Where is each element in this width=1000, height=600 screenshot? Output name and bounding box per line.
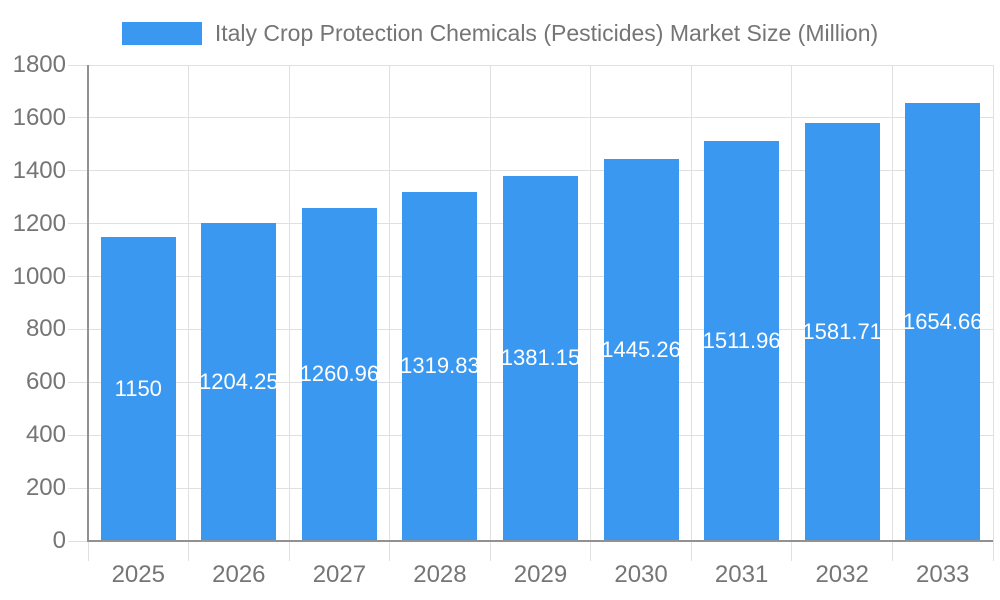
bar-value-label-2025: 1150: [114, 375, 162, 401]
bar-2029: 1381.15: [503, 175, 578, 541]
y-tick-800: [68, 328, 88, 330]
x-axis-label-2033: 2033: [916, 561, 970, 588]
gridline-y-1800: [88, 64, 993, 66]
gridline-x-2: [288, 65, 290, 541]
x-tick-6: [690, 541, 692, 561]
x-axis-label-2031: 2031: [714, 561, 769, 588]
bar-value-label-2033: 1654.66: [905, 309, 981, 335]
bar-value-label-2031: 1511.96: [704, 328, 780, 354]
bar-value-label-2029: 1381.15: [503, 345, 578, 371]
x-axis-line: [88, 540, 993, 542]
bar-2033: 1654.66: [905, 103, 981, 541]
gridline-x-5: [590, 65, 592, 541]
y-axis-label-1400: 1400: [12, 156, 66, 184]
x-tick-8: [891, 541, 893, 561]
y-tick-600: [68, 381, 88, 383]
y-axis-label-1000: 1000: [12, 262, 66, 290]
gridline-x-1: [188, 65, 190, 541]
gridline-x-8: [891, 65, 893, 541]
bar-value-label-2026: 1204.25: [201, 368, 277, 394]
y-tick-1800: [68, 64, 88, 66]
y-tick-1000: [68, 276, 88, 278]
x-tick-3: [389, 541, 391, 561]
legend-swatch: [121, 22, 202, 45]
bar-2030: 1445.26: [603, 158, 679, 541]
y-axis-label-200: 200: [25, 474, 66, 502]
y-axis-label-400: 400: [25, 421, 66, 449]
x-tick-9: [992, 541, 994, 561]
bar-2028: 1319.83: [402, 191, 478, 541]
x-tick-2: [288, 541, 290, 561]
x-axis-label-2030: 2030: [614, 561, 668, 588]
gridline-x-9: [992, 65, 994, 541]
y-axis-label-600: 600: [25, 368, 66, 396]
bar-value-label-2028: 1319.83: [402, 353, 478, 379]
y-axis-label-1600: 1600: [12, 103, 66, 131]
y-tick-1400: [68, 170, 88, 172]
x-tick-7: [791, 541, 793, 561]
bar-value-label-2030: 1445.26: [603, 336, 679, 362]
x-axis-label-2032: 2032: [815, 561, 869, 588]
x-tick-5: [590, 541, 592, 561]
y-tick-200: [68, 487, 88, 489]
gridline-x-4: [489, 65, 491, 541]
x-tick-1: [188, 541, 190, 561]
y-axis-line: [87, 65, 89, 542]
bar-value-label-2027: 1260.96: [301, 361, 377, 387]
bar-2032: 1581.71: [804, 122, 880, 541]
gridline-x-3: [389, 65, 391, 541]
bar-2025: 1150: [100, 236, 176, 541]
legend-label: Italy Crop Protection Chemicals (Pestici…: [214, 20, 879, 46]
y-tick-1200: [68, 223, 88, 225]
legend-item[interactable]: Italy Crop Protection Chemicals (Pestici…: [0, 20, 1000, 47]
x-axis-label-2028: 2028: [413, 561, 467, 588]
y-axis-label-1800: 1800: [12, 51, 66, 78]
bar-2031: 1511.96: [704, 141, 780, 541]
gridline-y-1400: [88, 170, 993, 172]
x-tick-0: [87, 541, 89, 561]
y-axis-label-800: 800: [25, 315, 66, 343]
y-axis-label-1200: 1200: [12, 209, 66, 237]
y-tick-400: [68, 434, 88, 436]
gridline-y-1600: [88, 117, 993, 119]
x-axis-label-2025: 2025: [111, 561, 165, 588]
x-axis-label-2026: 2026: [212, 561, 266, 588]
gridline-x-6: [690, 65, 692, 541]
bar-2027: 1260.96: [301, 207, 377, 541]
y-axis-label-0: 0: [52, 527, 66, 554]
bar-2026: 1204.25: [201, 222, 277, 541]
y-tick-0: [68, 540, 88, 542]
x-tick-4: [489, 541, 491, 561]
gridline-x-7: [791, 65, 793, 541]
bar-value-label-2032: 1581.71: [804, 318, 880, 344]
y-tick-1600: [68, 117, 88, 119]
x-axis-label-2027: 2027: [312, 561, 367, 588]
x-axis-label-2029: 2029: [513, 561, 568, 588]
